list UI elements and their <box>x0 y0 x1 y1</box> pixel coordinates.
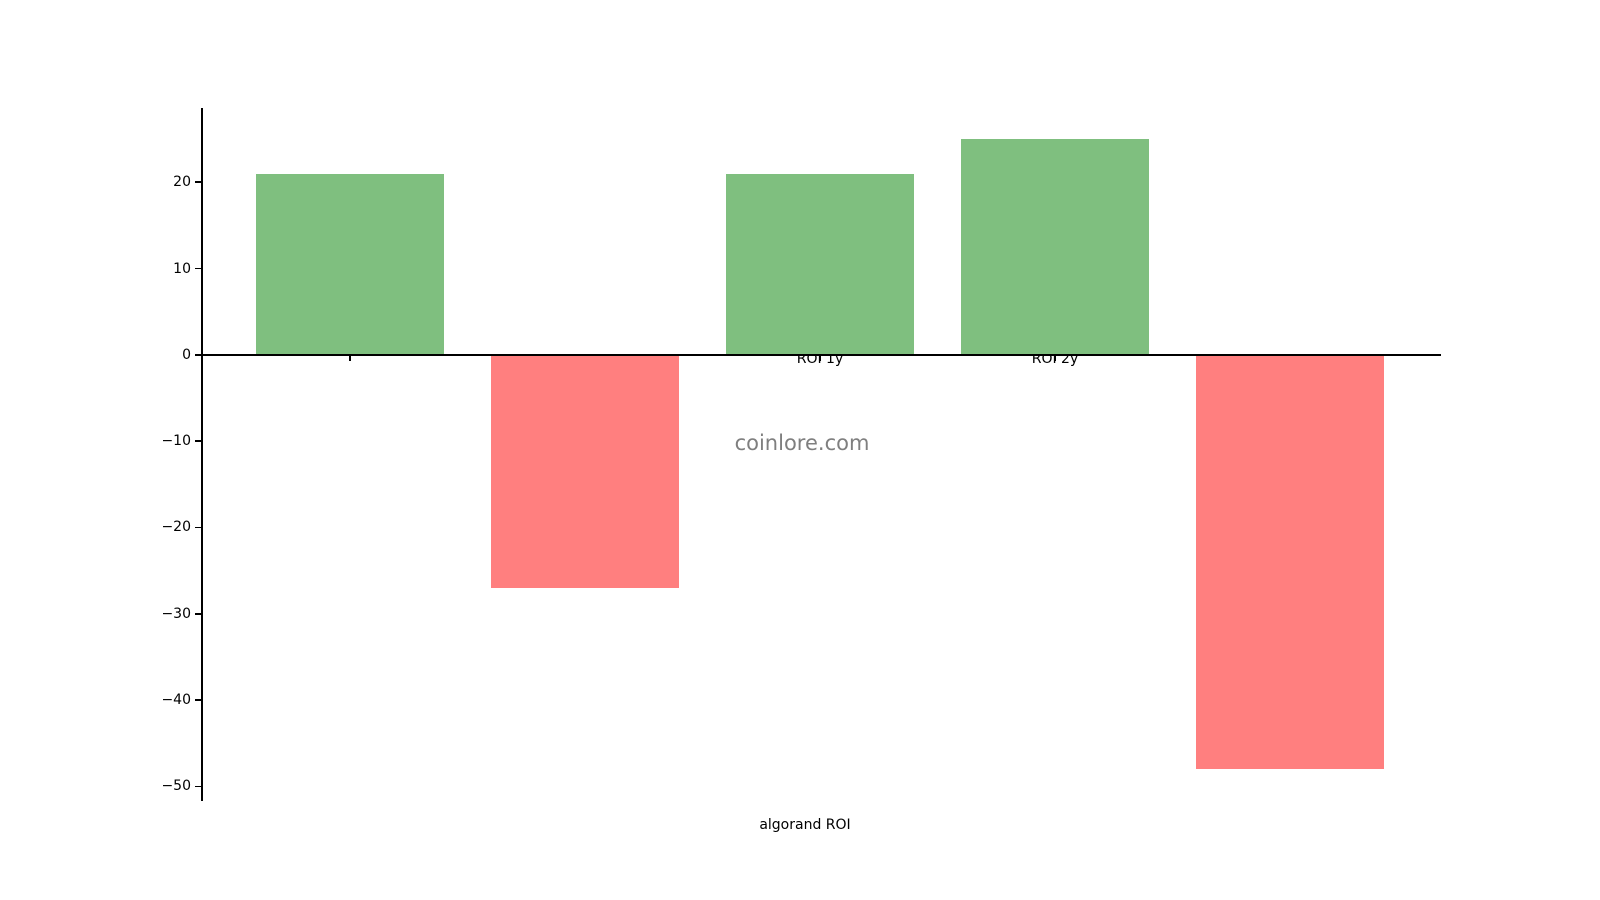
y-tick-mark <box>195 526 201 529</box>
bar <box>1196 354 1384 770</box>
bar <box>961 139 1149 355</box>
bar <box>256 173 444 355</box>
chart-xlabel: algorand ROI <box>759 817 851 833</box>
y-tick-label: −20 <box>161 519 191 536</box>
y-tick-mark <box>195 699 201 701</box>
y-tick-label: −10 <box>161 433 191 450</box>
y-tick-mark <box>195 267 201 270</box>
y-tick-label: 10 <box>173 260 191 277</box>
y-tick-label: 0 <box>182 346 191 363</box>
x-tick-mark <box>349 354 351 361</box>
y-tick-mark <box>195 612 201 615</box>
x-tick-mark <box>1054 354 1056 361</box>
y-tick-label: −50 <box>161 778 191 795</box>
y-tick-mark <box>195 354 201 356</box>
y-axis-spine <box>201 108 203 801</box>
y-tick-mark <box>195 440 201 442</box>
bar <box>726 173 914 355</box>
y-tick-mark <box>195 181 201 183</box>
y-tick-label: 20 <box>173 174 191 191</box>
x-axis-zero-line <box>201 354 1441 356</box>
watermark: coinlore.com <box>734 431 870 455</box>
y-tick-label: −30 <box>161 605 191 622</box>
y-tick-mark <box>195 785 201 788</box>
y-tick-label: −40 <box>161 692 191 709</box>
x-tick-mark <box>819 354 821 361</box>
bar <box>491 354 679 588</box>
